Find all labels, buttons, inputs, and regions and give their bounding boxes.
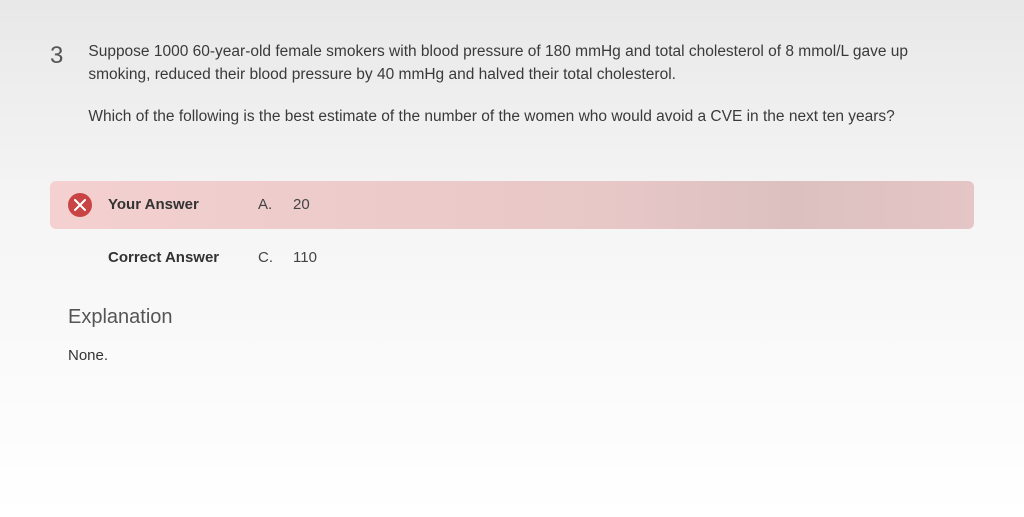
question-paragraph-2: Which of the following is the best estim… [88,105,974,128]
question-paragraph-1: Suppose 1000 60-year-old female smokers … [88,40,974,87]
explanation-body: None. [68,347,974,364]
x-icon [74,199,86,211]
explanation-heading: Explanation [68,306,974,329]
question-text: Suppose 1000 60-year-old female smokers … [88,40,974,146]
correct-answer-row: Correct Answer C. 110 [50,239,974,276]
explanation-section: Explanation None. [50,306,974,364]
correct-answer-label: Correct Answer [108,249,258,266]
your-answer-letter: A. [258,196,293,213]
your-answer-label: Your Answer [108,196,258,213]
question-number: 3 [50,42,63,146]
correct-answer-letter: C. [258,249,293,266]
your-answer-row: Your Answer A. 20 [50,181,974,229]
question-block: 3 Suppose 1000 60-year-old female smoker… [50,40,974,146]
correct-answer-value: 110 [293,249,317,266]
your-answer-value: 20 [293,196,310,213]
wrong-icon [68,193,92,217]
